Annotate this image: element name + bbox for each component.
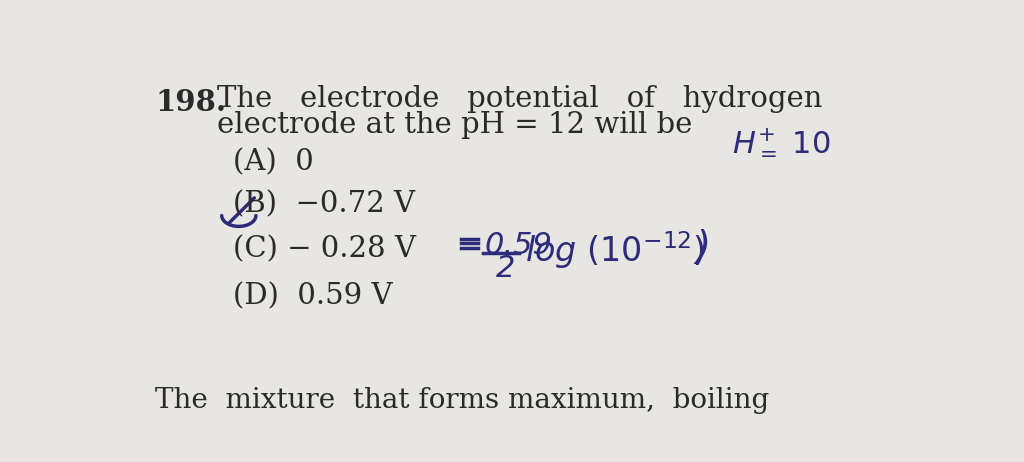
Text: The  mixture  that forms maximum,  boiling: The mixture that forms maximum, boiling [155, 387, 769, 413]
Text: (B)  −0.72 V: (B) −0.72 V [232, 190, 415, 218]
Text: 0.59: 0.59 [484, 231, 552, 260]
Text: (A)  0: (A) 0 [232, 148, 313, 176]
Text: 2: 2 [496, 254, 515, 283]
Text: 198.: 198. [155, 88, 226, 117]
Text: electrode at the pH = 12 will be: electrode at the pH = 12 will be [217, 111, 692, 139]
Text: (D)  0.59 V: (D) 0.59 V [232, 283, 392, 310]
Text: (C) − 0.28 V: (C) − 0.28 V [232, 235, 416, 263]
Text: $\mathit{H}^{+}_{=}\ 10$: $\mathit{H}^{+}_{=}\ 10$ [732, 126, 831, 156]
Text: $\mathit{log}\ (10^{-12})$: $\mathit{log}\ (10^{-12})$ [524, 230, 705, 271]
Text: The   electrode   potential   of   hydrogen: The electrode potential of hydrogen [217, 85, 822, 113]
Text: ): ) [695, 230, 711, 267]
